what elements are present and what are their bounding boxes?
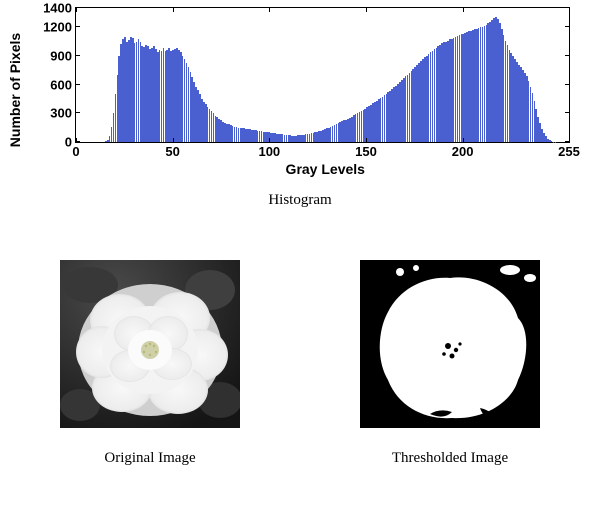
xtick-label: 200 bbox=[452, 144, 474, 159]
ytick-label: 0 bbox=[65, 135, 72, 150]
xtick-label: 50 bbox=[165, 144, 179, 159]
histogram-caption: Histogram bbox=[0, 192, 600, 209]
ytick-label: 900 bbox=[50, 48, 72, 63]
xtick-label: 100 bbox=[258, 144, 280, 159]
original-image-box: Original Image bbox=[60, 260, 240, 467]
histogram-xlabel: Gray Levels bbox=[286, 161, 365, 177]
histogram-ylabel: Number of Pixels bbox=[7, 33, 23, 147]
ytick-label: 600 bbox=[50, 77, 72, 92]
histogram-plot-box: 030060090012001400050100150200255 bbox=[75, 7, 570, 143]
ytick-label: 1400 bbox=[43, 1, 72, 16]
thresholded-image-box: Thresholded Image bbox=[360, 260, 540, 467]
image-pair-row: Original Image Thresholded Image bbox=[0, 260, 600, 467]
xtick-label: 0 bbox=[72, 144, 79, 159]
xtick-label: 150 bbox=[355, 144, 377, 159]
ytick-label: 1200 bbox=[43, 20, 72, 35]
thresholded-image bbox=[360, 260, 540, 428]
original-image bbox=[60, 260, 240, 428]
xtick-label: 255 bbox=[558, 144, 580, 159]
histogram-panel: Number of Pixels 03006009001200140005010… bbox=[20, 5, 575, 175]
thresholded-image-caption: Thresholded Image bbox=[360, 450, 540, 467]
ytick-label: 300 bbox=[50, 106, 72, 121]
histogram-bars bbox=[76, 8, 569, 142]
original-image-caption: Original Image bbox=[60, 450, 240, 467]
